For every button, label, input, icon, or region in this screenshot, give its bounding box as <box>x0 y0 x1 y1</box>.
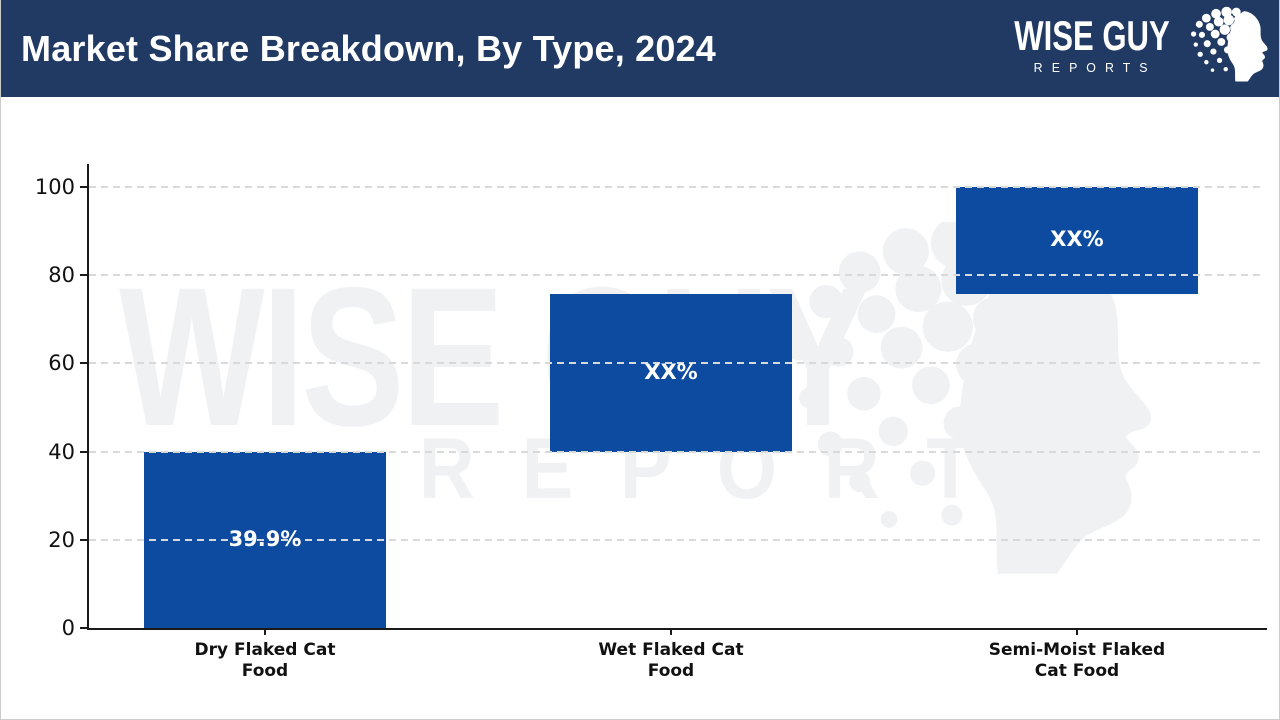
logo-subtitle: R E P O R T S <box>1033 60 1151 75</box>
x-tick-1 <box>264 630 266 635</box>
x-axis-label-line: Wet Flaked Cat <box>598 640 744 660</box>
x-axis-label-line: Dry Flaked Cat <box>194 640 336 660</box>
y-tick-label: 0 <box>61 616 75 640</box>
gridline-100 <box>89 186 1265 188</box>
gridline-80 <box>89 274 1265 277</box>
gridline-20 <box>89 538 1265 541</box>
bar-value-label: XX% <box>644 359 698 384</box>
header-bar: Market Share Breakdown, By Type, 2024 WI… <box>1 0 1279 97</box>
y-tick-label: 20 <box>48 527 75 552</box>
x-axis-label-line: Cat Food <box>1034 661 1120 681</box>
y-tick-40 <box>80 450 87 453</box>
x-axis-label-line: Food <box>241 661 289 681</box>
y-tick-label: 80 <box>48 263 75 288</box>
bar-2 <box>550 293 792 453</box>
logo-wordmark: WISE GUY <box>1014 12 1170 59</box>
logo-head-icon <box>1190 6 1268 82</box>
gridline-40 <box>89 450 1265 453</box>
x-axis-label: Wet Flaked Cat Food <box>541 640 801 682</box>
y-tick-100 <box>80 186 87 188</box>
bar-value-label: 39.9% <box>228 527 302 552</box>
y-tick-label: 60 <box>48 351 75 376</box>
y-tick-20 <box>80 538 87 541</box>
y-tick-label: 40 <box>48 439 75 464</box>
logo-text: WISE GUY R E P O R T S <box>987 12 1197 76</box>
gridline-60 <box>89 362 1265 365</box>
x-axis-label-line: Food <box>647 661 695 681</box>
x-axis-label-line: Semi-Moist Flaked <box>988 640 1166 660</box>
page-title: Market Share Breakdown, By Type, 2024 <box>21 27 717 69</box>
x-tick-3 <box>1076 630 1078 635</box>
x-axis-line <box>87 628 1267 630</box>
y-tick-80 <box>80 274 87 277</box>
bar-value-label: XX% <box>1050 227 1104 252</box>
x-tick-2 <box>670 630 672 635</box>
y-tick-label: 100 <box>34 175 75 199</box>
wise-guy-reports-logo: WISE GUY R E P O R T S <box>987 4 1275 86</box>
y-tick-0 <box>80 627 87 629</box>
y-tick-60 <box>80 362 87 365</box>
y-axis-line <box>87 164 89 630</box>
x-axis-label: Dry Flaked Cat Food <box>135 640 395 682</box>
x-axis-label: Semi-Moist Flaked Cat Food <box>947 640 1207 682</box>
